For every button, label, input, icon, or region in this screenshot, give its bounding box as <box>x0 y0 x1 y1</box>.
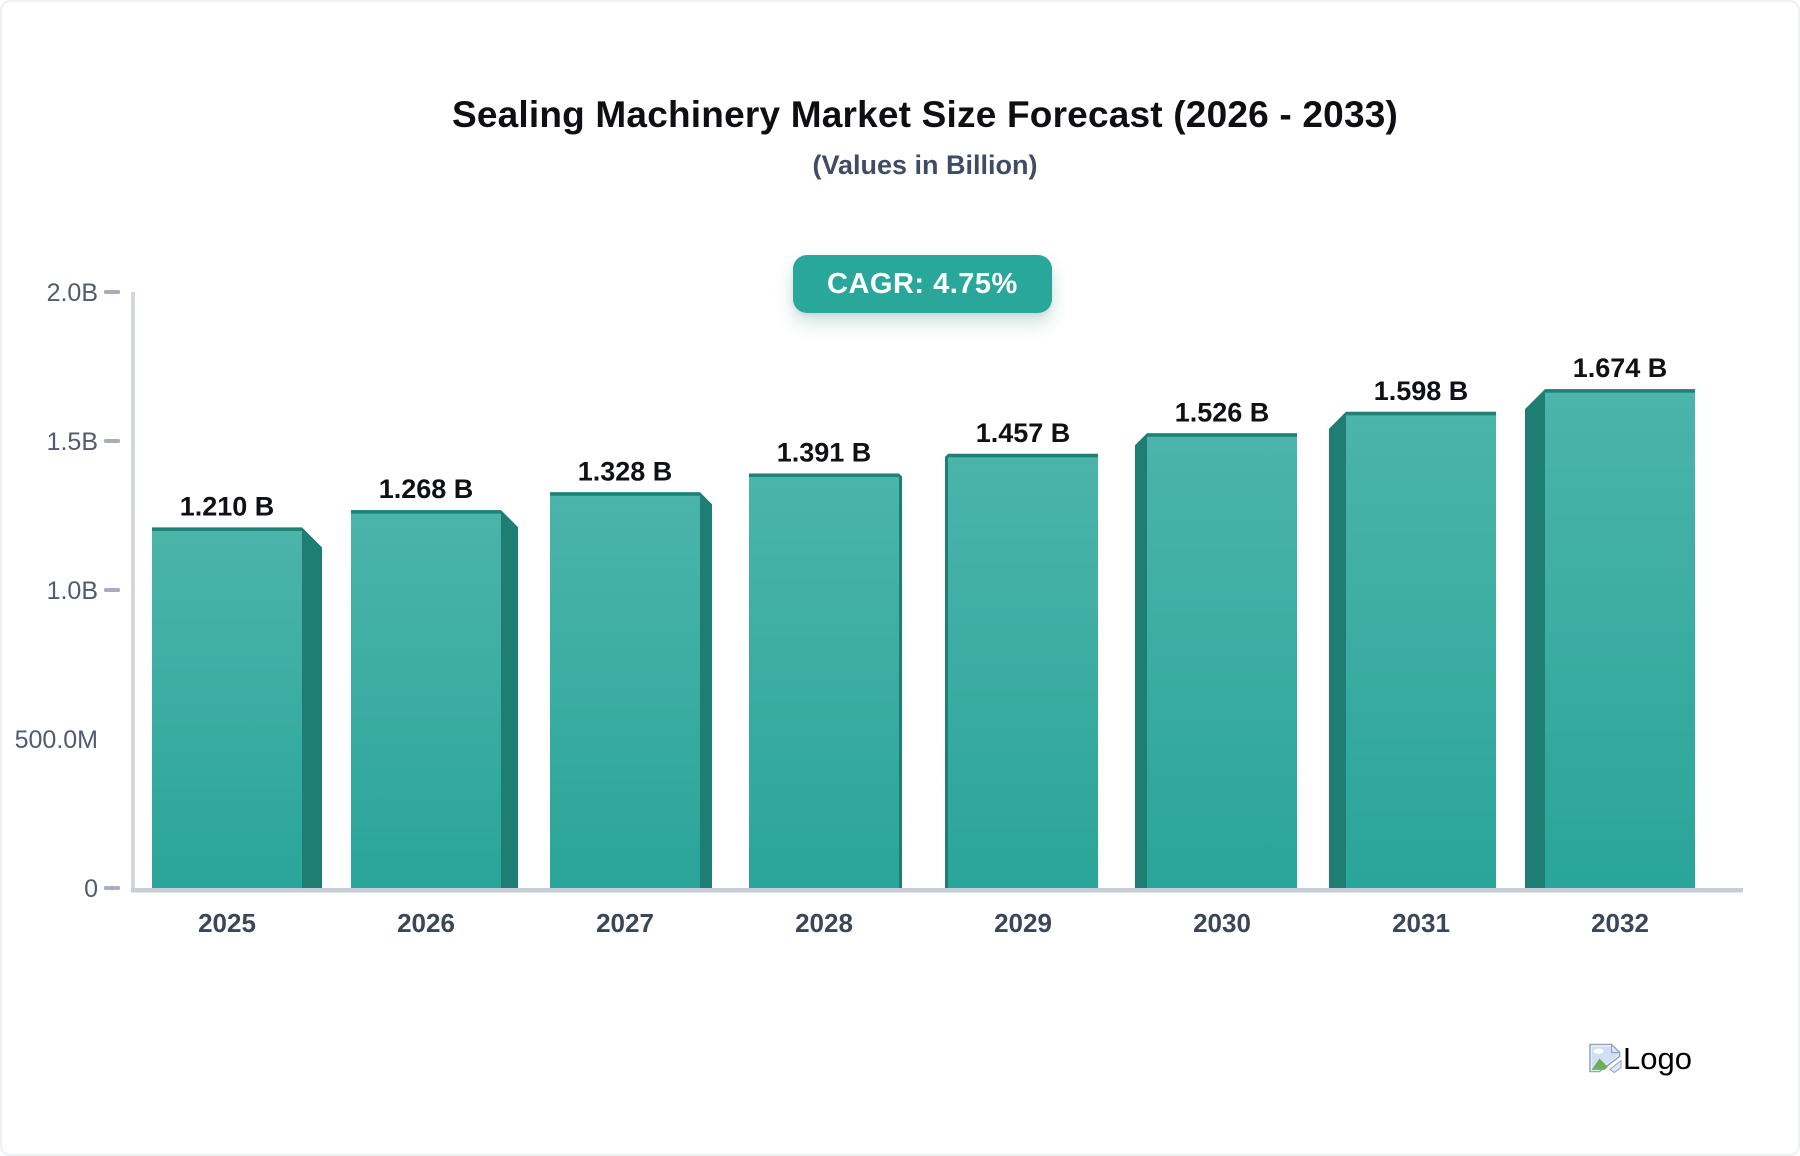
logo-alt-text: Logo <box>1623 1041 1692 1076</box>
bar-top-edge-2029 <box>948 453 1098 458</box>
bar-2028 <box>749 473 899 888</box>
bar-top-edge-2032 <box>1545 389 1695 393</box>
bar-top-edge-2030 <box>1147 433 1297 437</box>
x-category-label: 2027 <box>596 908 654 938</box>
bar-2030 <box>1147 433 1297 888</box>
bar-side-2031 <box>1329 411 1346 888</box>
y-tick-label: 1.0B <box>47 577 98 605</box>
bar-2029 <box>948 453 1098 888</box>
x-category-label: 2026 <box>397 908 455 938</box>
bar-top-edge-2027 <box>550 492 700 496</box>
x-category-label: 2028 <box>795 908 853 938</box>
x-axis-line <box>131 888 1743 893</box>
bar-side-2029 <box>945 453 948 888</box>
bar-2032 <box>1545 389 1695 888</box>
y-tick-label: 1.5B <box>47 428 98 456</box>
logo: Logo <box>1588 1042 1692 1076</box>
bar-value-label: 1.268 B <box>379 474 474 504</box>
x-category-label: 2025 <box>198 908 256 938</box>
bar-2025 <box>152 527 302 888</box>
bar-side-2028 <box>899 473 902 888</box>
y-tick-label: 2.0B <box>47 279 98 307</box>
y-tick <box>104 588 120 592</box>
y-tick <box>104 439 120 443</box>
x-category-label: 2029 <box>994 908 1052 938</box>
bar-value-label: 1.210 B <box>180 491 275 521</box>
bar-2026 <box>351 510 501 888</box>
x-category-label: 2032 <box>1591 908 1649 938</box>
bar-value-label: 1.598 B <box>1374 376 1469 406</box>
bar-value-label: 1.674 B <box>1573 353 1668 383</box>
bar-top-edge-2031 <box>1346 411 1496 416</box>
bar-top-edge-2026 <box>351 510 501 514</box>
bar-side-2027 <box>700 492 712 888</box>
bar-side-2030 <box>1135 433 1147 888</box>
bar-side-2026 <box>501 510 518 888</box>
cagr-badge: CAGR: 4.75% <box>793 255 1052 313</box>
x-category-label: 2031 <box>1392 908 1450 938</box>
cagr-badge-label: CAGR: 4.75% <box>827 268 1018 300</box>
bar-value-label: 1.457 B <box>976 418 1071 448</box>
bar-value-label: 1.328 B <box>578 456 673 486</box>
y-tick-label: 500.0M <box>15 726 98 754</box>
y-tick <box>104 290 120 294</box>
bar-top-edge-2025 <box>152 527 302 531</box>
bar-2027 <box>550 492 700 888</box>
y-axis-line <box>131 292 135 892</box>
bar-top-edge-2028 <box>749 473 899 477</box>
bar-value-label: 1.526 B <box>1175 397 1270 427</box>
bar-2031 <box>1346 411 1496 888</box>
broken-image-icon <box>1589 1043 1622 1074</box>
chart-title: Sealing Machinery Market Size Forecast (… <box>451 94 1399 135</box>
y-tick-label: 0 <box>84 875 98 903</box>
chart-subtitle: (Values in Billion) <box>812 150 1038 180</box>
bar-side-2032 <box>1525 389 1545 888</box>
y-tick <box>104 886 120 890</box>
bar-side-2025 <box>302 527 322 888</box>
x-category-label: 2030 <box>1193 908 1251 938</box>
bar-value-label: 1.391 B <box>777 437 872 467</box>
